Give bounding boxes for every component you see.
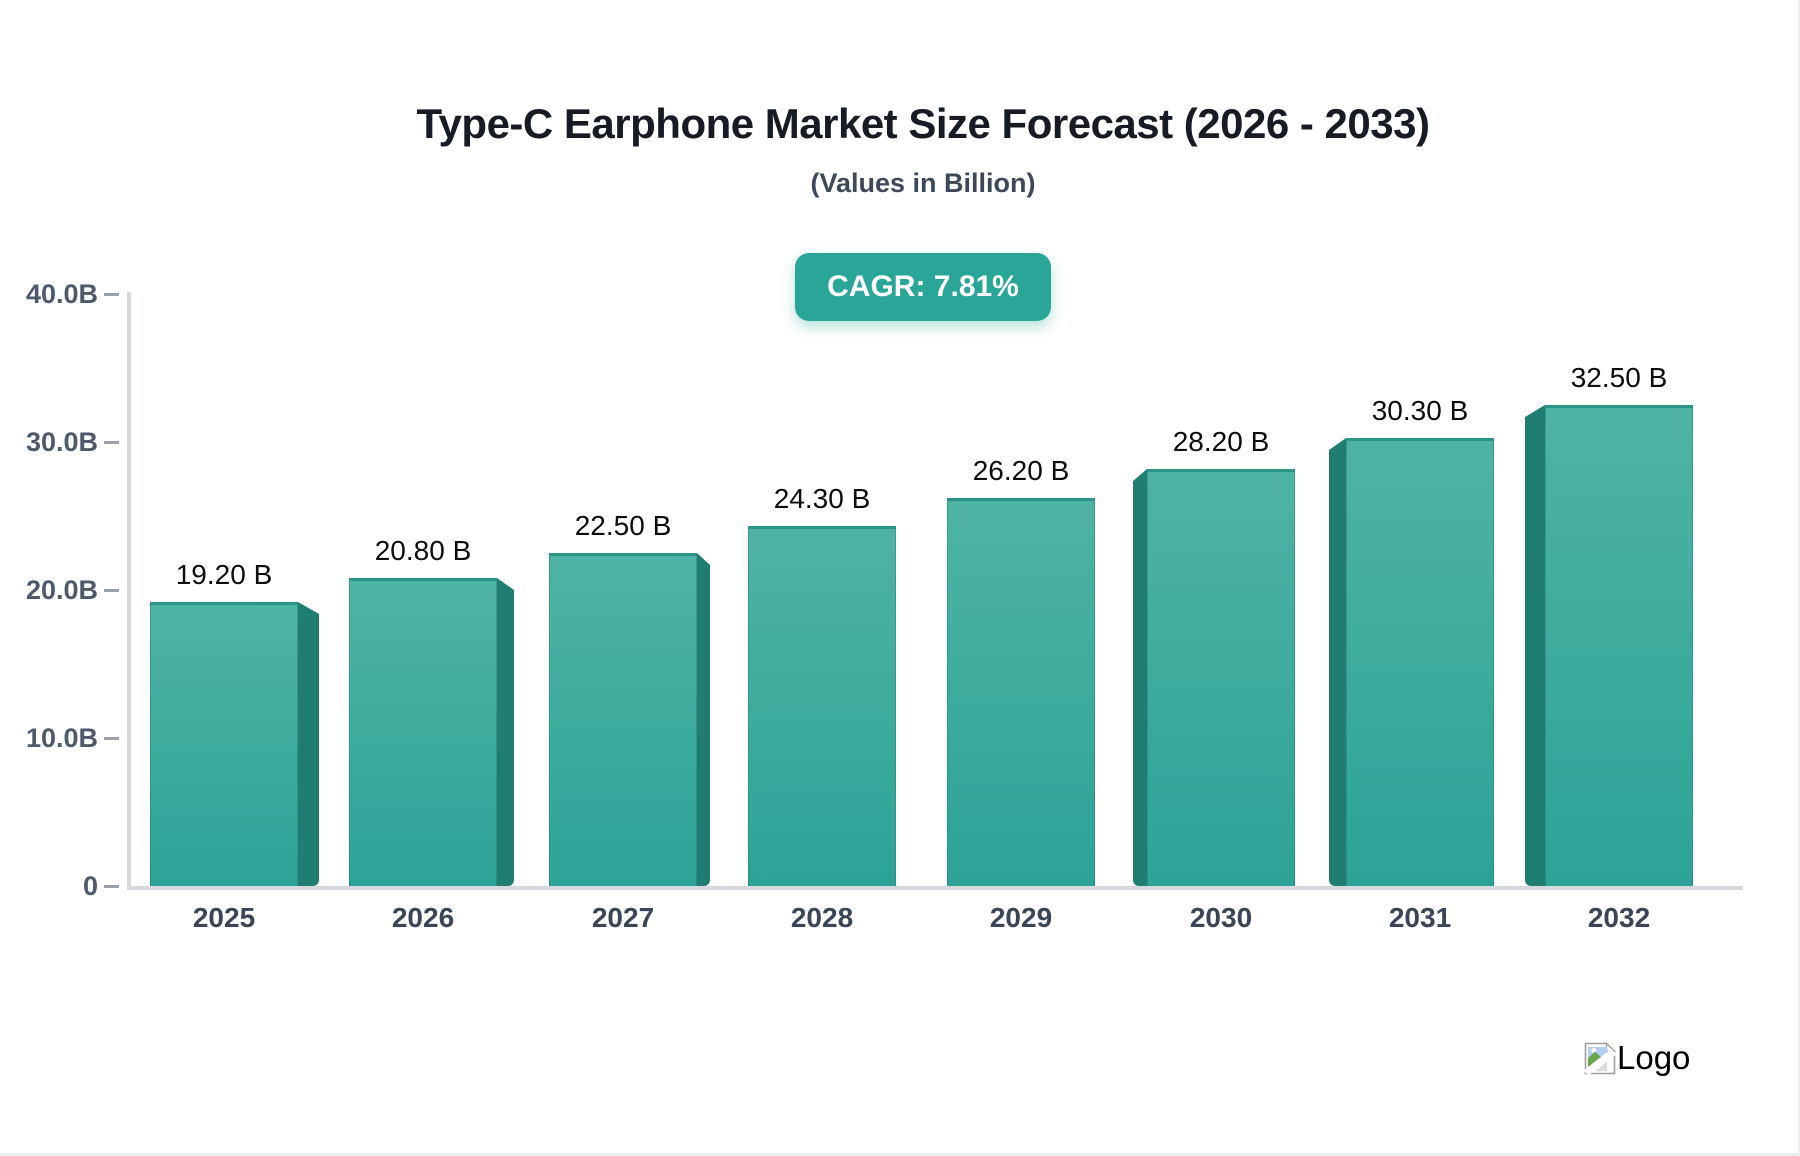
x-axis-label-2029: 2029: [989, 902, 1053, 933]
y-axis-tick-label: 40.0B: [25, 279, 98, 309]
x-axis-label-2026: 2026: [391, 902, 455, 933]
logo: Logo: [1583, 1038, 1690, 1078]
bar-2026: [349, 578, 497, 886]
y-axis-tick-mark: [104, 885, 119, 888]
bar-value-label: 19.20 B: [175, 559, 273, 590]
x-axis-label-2031: 2031: [1388, 902, 1452, 933]
bar-2032: [1545, 405, 1693, 886]
bar-2030: [1147, 469, 1295, 886]
x-axis-label-2027: 2027: [591, 902, 655, 933]
chart-subtitle: (Values in Billion): [810, 168, 1036, 198]
bar-2025: [150, 602, 298, 886]
y-axis-tick-label: 20.0B: [25, 575, 98, 605]
bar-2027: [549, 553, 697, 886]
bar-side-2027: [697, 553, 710, 886]
bar-value-label: 22.50 B: [574, 510, 672, 541]
bar-value-label: 32.50 B: [1570, 362, 1668, 393]
y-axis-tick-mark: [104, 441, 119, 444]
y-axis-tick-label: 30.0B: [25, 427, 98, 457]
bar-side-2032: [1525, 405, 1545, 886]
bar-2029: [947, 498, 1095, 886]
bar-value-label: 26.20 B: [972, 455, 1070, 486]
y-axis-tick-label: 10.0B: [25, 723, 98, 753]
broken-image-icon: [1583, 1041, 1617, 1075]
y-axis-tick-label: 0: [82, 871, 98, 901]
bar-side-2030: [1133, 469, 1147, 886]
bar-side-2031: [1329, 438, 1346, 886]
bar-value-label: 24.30 B: [773, 483, 871, 514]
y-axis-line: [127, 292, 131, 888]
logo-alt-text: Logo: [1617, 1039, 1691, 1076]
cagr-badge-row: CAGR: 7.81%: [46, 253, 1800, 321]
bar-value-label: 30.30 B: [1371, 395, 1469, 426]
x-axis-label-2028: 2028: [790, 902, 854, 933]
y-axis-tick-mark: [104, 293, 119, 296]
chart-title: Type-C Earphone Market Size Forecast (20…: [416, 100, 1430, 147]
bar-2031: [1346, 438, 1494, 886]
y-axis-tick-mark: [104, 589, 119, 592]
bar-side-2025: [298, 602, 319, 886]
bar-value-label: 28.20 B: [1172, 426, 1270, 457]
y-axis-tick-mark: [104, 737, 119, 740]
bar-2028: [748, 526, 896, 886]
x-axis-label-2025: 2025: [192, 902, 256, 933]
x-axis-baseline: [127, 886, 1743, 890]
x-axis-label-2030: 2030: [1189, 902, 1253, 933]
cagr-badge: CAGR: 7.81%: [795, 253, 1051, 321]
bar-value-label: 20.80 B: [374, 535, 472, 566]
bar-side-2026: [497, 578, 514, 886]
x-axis-label-2032: 2032: [1587, 902, 1651, 933]
